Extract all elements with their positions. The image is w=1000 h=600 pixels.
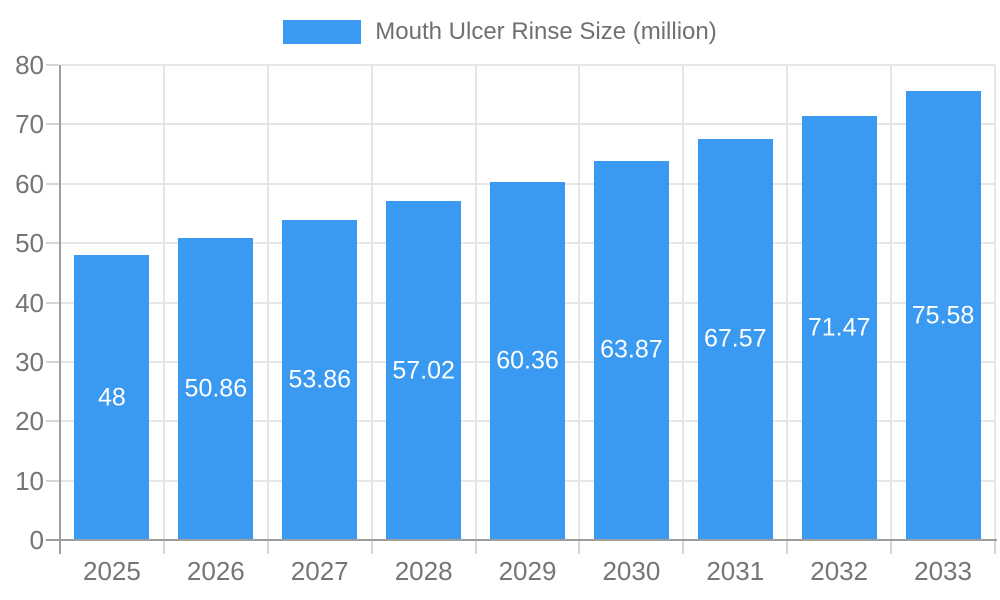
y-axis-tick [46,420,59,423]
y-axis-tick [46,182,59,185]
bar-value-label: 57.02 [392,356,455,385]
x-axis-tick-label: 2026 [186,556,245,586]
y-axis-tick [46,360,59,363]
x-axis-tick-label: 2027 [290,556,349,586]
legend-item[interactable]: Mouth Ulcer Rinse Size (million) [283,18,717,46]
x-axis-tick [266,541,269,554]
bar-2030: 63.87 [593,160,669,540]
x-axis-tick [682,541,685,554]
v-gridline [266,65,269,540]
v-gridline [578,65,581,540]
x-axis-line [46,539,997,541]
y-axis-tick [46,479,59,482]
x-axis-tick [474,541,477,554]
bar-value-label: 67.57 [703,324,767,353]
v-gridline [370,65,373,540]
x-axis-tick [370,541,373,554]
y-axis-line [59,65,61,554]
v-gridline [682,65,685,540]
h-gridline [60,64,995,66]
x-axis-tick [890,541,893,554]
bar-value-label: 53.86 [288,365,351,394]
bar-value-label: 63.87 [600,335,663,364]
chart-legend: Mouth Ulcer Rinse Size (million) [0,18,1000,46]
y-axis-tick-label: 70 [15,109,44,140]
bar-value-label: 60.36 [496,346,559,375]
y-axis-tick-label: 80 [15,50,44,80]
y-axis-tick [46,123,59,126]
x-axis-tick [994,541,996,554]
v-gridline [994,65,996,540]
y-axis-tick-label: 30 [15,346,44,377]
bar-value-label: 71.47 [807,313,871,342]
x-axis-tick [162,541,165,554]
y-axis-tick-label: 50 [15,228,44,259]
bar-2031: 67.57 [697,138,773,540]
y-axis-tick [46,64,59,66]
x-axis-tick-label: 2029 [498,556,557,586]
y-axis-tick-label: 0 [29,525,44,555]
v-gridline [474,65,477,540]
x-axis-tick-label: 2028 [394,556,453,586]
y-axis-tick-label: 60 [15,168,44,199]
bar-2025: 48 [74,255,150,540]
x-axis-tick [786,541,789,554]
x-axis-tick-label: 2025 [83,556,141,586]
bar-2027: 53.86 [282,220,358,540]
h-gridline [60,123,995,126]
x-axis-tick-label: 2033 [914,556,972,586]
bar-value-label: 48 [98,383,126,411]
bar-2026: 50.86 [178,238,254,540]
y-axis-tick-label: 10 [15,465,44,496]
v-gridline [890,65,893,540]
v-gridline [786,65,789,540]
x-axis-tick-label: 2030 [602,556,661,586]
legend-label: Mouth Ulcer Rinse Size (million) [375,18,717,45]
legend-swatch-icon [283,20,362,44]
x-axis-tick-label: 2032 [810,556,869,586]
y-axis-tick [46,301,59,304]
y-axis-tick-label: 20 [15,406,44,437]
bar-value-label: 75.58 [911,301,975,330]
y-axis-tick-label: 40 [15,287,44,318]
bar-2033: 75.58 [905,91,981,540]
y-axis-tick [46,242,59,245]
bar-2032: 71.47 [801,115,877,540]
bar-2028: 57.02 [386,201,462,540]
x-axis-tick-label: 2031 [706,556,765,586]
plot-area: 48 50.86 53.86 57.02 60.36 63.87 67.57 71.47 75.… [60,64,996,540]
y-axis-labels: 0 10 20 30 40 50 60 70 80 [0,0,44,600]
bar-2029: 60.36 [490,181,565,540]
v-gridline [162,65,165,540]
x-axis-tick [578,541,581,554]
bar-value-label: 50.86 [184,374,248,403]
